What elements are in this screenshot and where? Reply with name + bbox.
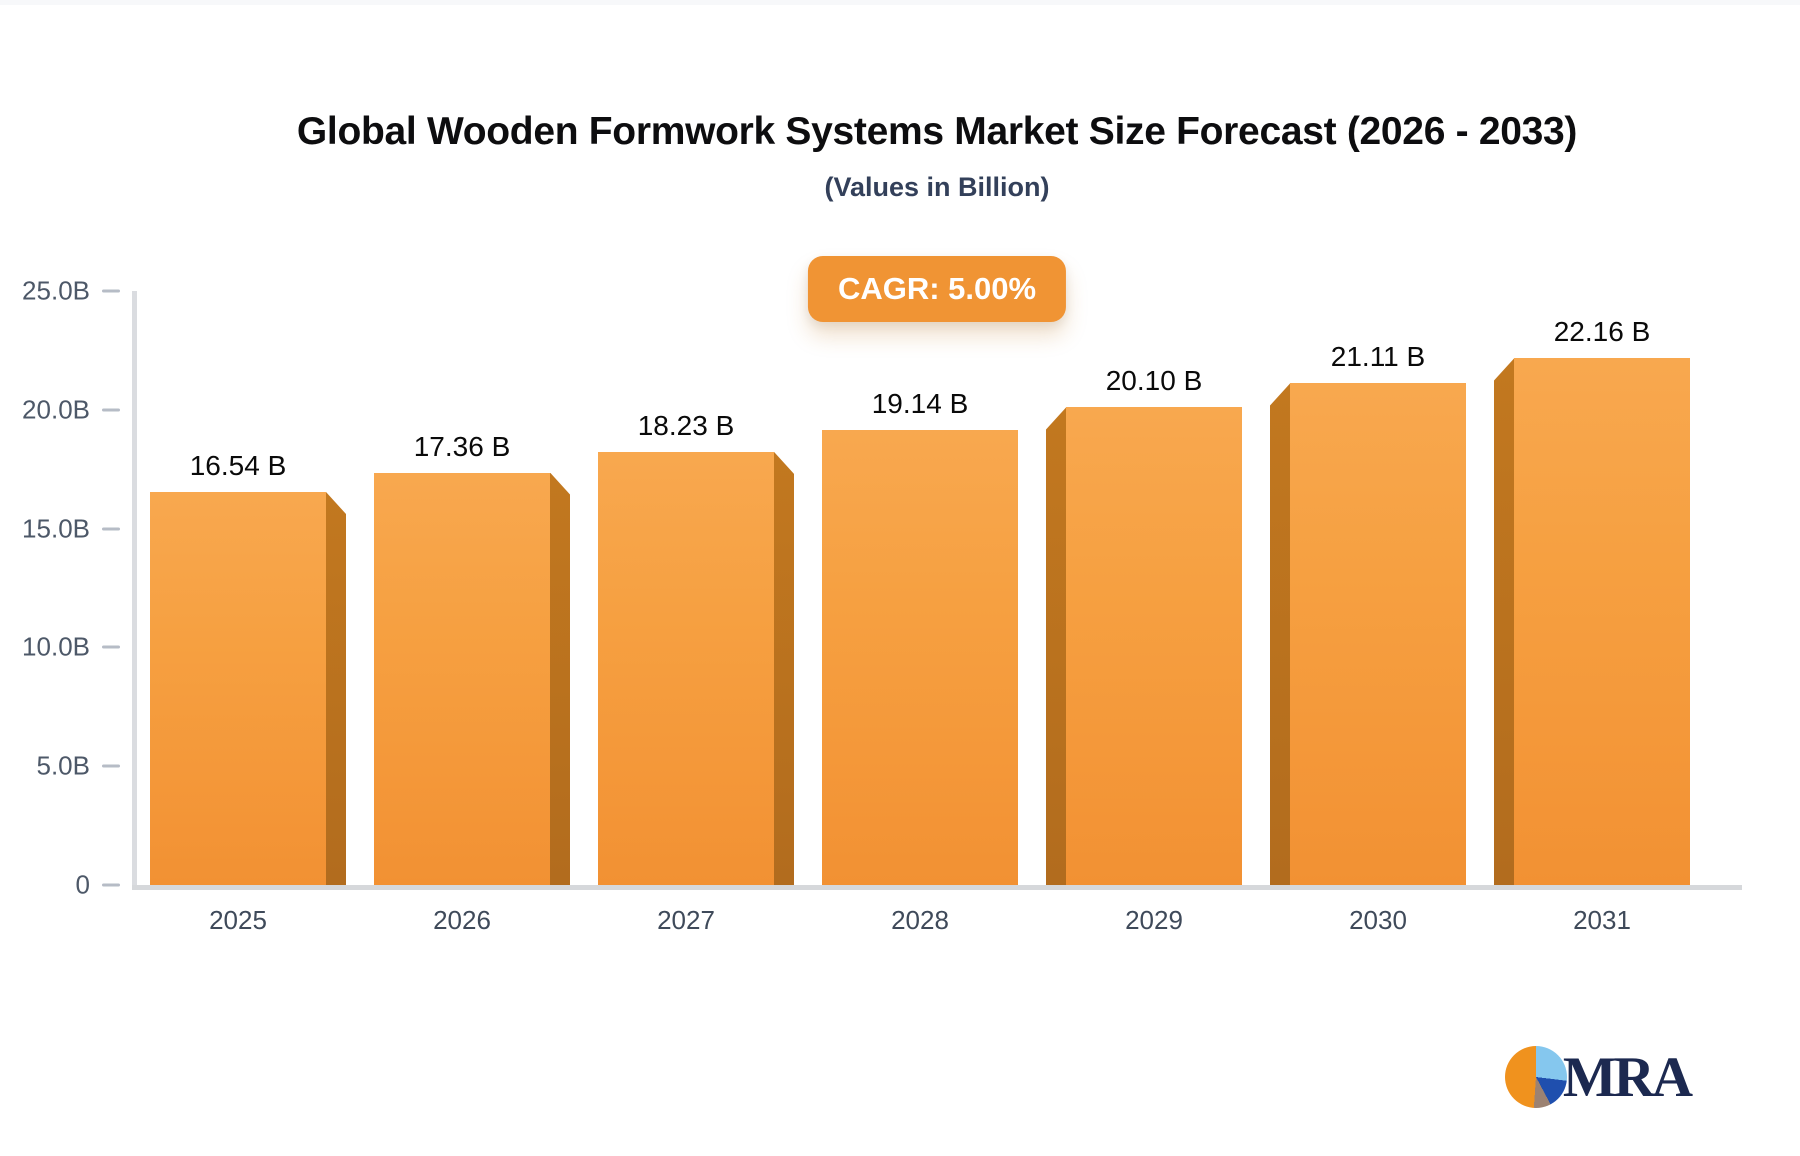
- y-tick-label: 0: [75, 869, 90, 900]
- bar-group: 16.54 B 2025: [150, 450, 346, 935]
- bar-value-label: 20.10 B: [1105, 365, 1203, 397]
- y-tick-label: 10.0B: [22, 631, 90, 662]
- bar-value-label: 18.23 B: [637, 409, 735, 441]
- y-tick-label: 5.0B: [36, 750, 91, 781]
- bar-value-label: 21.11 B: [1330, 341, 1426, 373]
- bar-group: 20.10 B 2029: [1046, 365, 1242, 935]
- y-tick-dash: [102, 289, 120, 293]
- y-tick-dash: [102, 408, 120, 412]
- bar-side-face: [1494, 358, 1514, 885]
- y-axis: 0 5.0B 10.0B 15.0B 20.0B 25.0B: [0, 276, 132, 900]
- bar: [1290, 383, 1466, 885]
- bar-side-face: [1046, 407, 1066, 885]
- y-tick-dash: [102, 883, 120, 887]
- bar: [598, 451, 774, 885]
- page-title: Global Wooden Formwork Systems Market Si…: [296, 110, 1578, 153]
- bar: [822, 430, 1018, 885]
- bar-group: 22.16 B 2031: [1494, 316, 1690, 935]
- bar-side-face: [1270, 383, 1290, 885]
- y-tick-label: 25.0B: [22, 275, 90, 306]
- bar-value-label: 17.36 B: [413, 430, 511, 462]
- bar-group: 21.11 B 2030: [1270, 341, 1466, 935]
- y-tick: 0: [0, 870, 132, 901]
- y-tick-dash: [102, 764, 120, 768]
- bar: [1514, 358, 1690, 885]
- y-tick: 25.0B: [0, 276, 132, 307]
- y-tick: 15.0B: [0, 513, 132, 544]
- bar: [374, 472, 550, 885]
- y-axis-line: [132, 291, 137, 890]
- bar: [1066, 407, 1242, 885]
- page-top-border: [0, 0, 1800, 5]
- bar-group: 17.36 B 2026: [374, 431, 570, 935]
- logo-text: MRA: [1562, 1045, 1693, 1109]
- logo-pie-icon: [1504, 1046, 1567, 1108]
- bar-group: 18.23 B 2027: [598, 410, 794, 935]
- y-tick-dash: [102, 645, 120, 649]
- y-tick: 20.0B: [0, 394, 132, 425]
- x-axis-label: 2027: [657, 905, 715, 935]
- bar-group: 19.14 B 2028: [822, 388, 1018, 935]
- x-axis-label: 2025: [209, 905, 267, 935]
- bar-side-face: [774, 451, 794, 885]
- x-axis-baseline: [132, 885, 1742, 890]
- x-axis-label: 2031: [1573, 905, 1631, 935]
- bar-value-label: 19.14 B: [871, 388, 969, 420]
- x-axis-label: 2026: [433, 905, 491, 935]
- page-subtitle: (Values in Billion): [824, 172, 1050, 202]
- brand-logo: MRA: [1504, 1045, 1693, 1109]
- x-axis-label: 2029: [1125, 905, 1183, 935]
- y-tick: 5.0B: [0, 751, 132, 782]
- cagr-badge: CAGR: 5.00%: [807, 256, 1067, 322]
- y-tick-label: 15.0B: [22, 513, 90, 544]
- plot-area: 16.54 B 2025 17.36 B 2026 18.23 B 2027 19.14 B…: [137, 291, 1742, 935]
- x-axis-label: 2028: [891, 905, 949, 935]
- bar-side-face: [326, 492, 346, 885]
- bar-value-label: 22.16 B: [1553, 316, 1651, 348]
- y-tick-label: 20.0B: [22, 394, 90, 425]
- bar: [150, 492, 326, 885]
- x-axis-label: 2030: [1349, 905, 1407, 935]
- bar-side-face: [550, 472, 570, 885]
- bar-value-label: 16.54 B: [189, 450, 287, 482]
- y-tick: 10.0B: [0, 632, 132, 663]
- y-tick-dash: [102, 527, 120, 531]
